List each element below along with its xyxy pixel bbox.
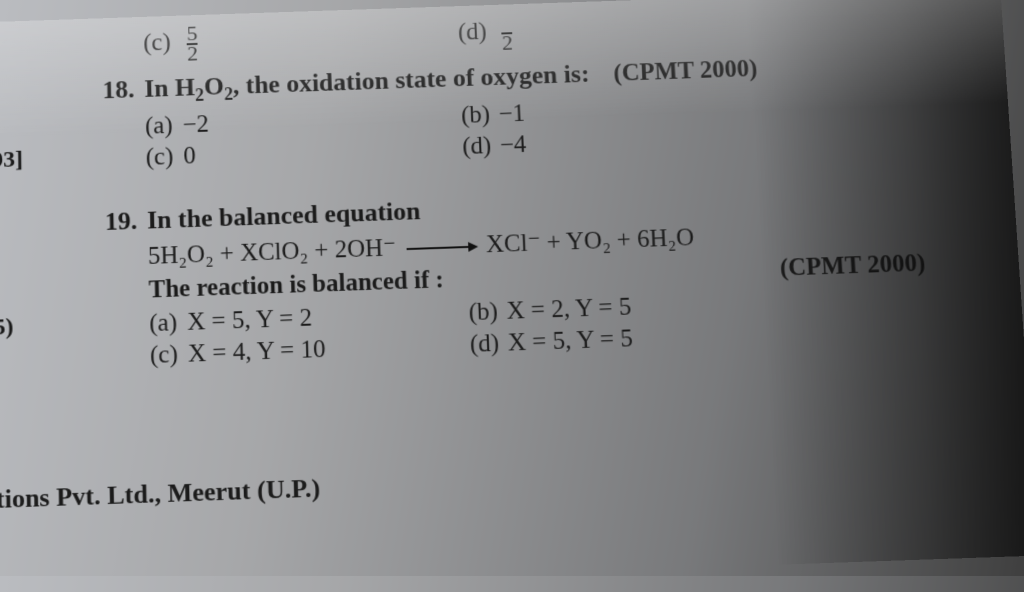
reaction-arrow-icon [406,246,476,250]
question-number: 18. [85,75,145,110]
question-18: 18. In H2O2, the oxidation state of oxyg… [85,50,859,174]
option-d: (d)−4 [462,123,780,161]
fraction-icon: 5 2 [186,25,198,63]
page-photo: (c) 5 2 (d) 2 18. In H2O2, the oxidation… [0,0,1024,592]
exam-year: (CPMT 2000) [779,250,926,283]
option-c: (c)0 [146,134,463,172]
option-d: (d)X = 5, Y = 5 [469,320,790,359]
footer-publisher: tions Pvt. Ltd., Meerut (U.P.) [0,473,321,515]
option-label: (d) [458,19,496,47]
option-label: (c) [143,29,181,57]
question-19: 19. In the balanced equation 5H₂O₂ + XCl… [87,179,930,372]
fraction-icon: 2 [501,14,513,52]
margin-ref-1: 93] [0,147,23,174]
prev-option-c: (c) 5 2 [143,16,459,65]
question-number: 19. [87,206,147,237]
prev-option-d: (d) 2 [457,5,773,54]
option-c: (c)X = 4, Y = 10 [150,331,471,370]
margin-ref-2: 5) [0,314,14,341]
exam-year: (CPMT 2000) [613,56,758,87]
